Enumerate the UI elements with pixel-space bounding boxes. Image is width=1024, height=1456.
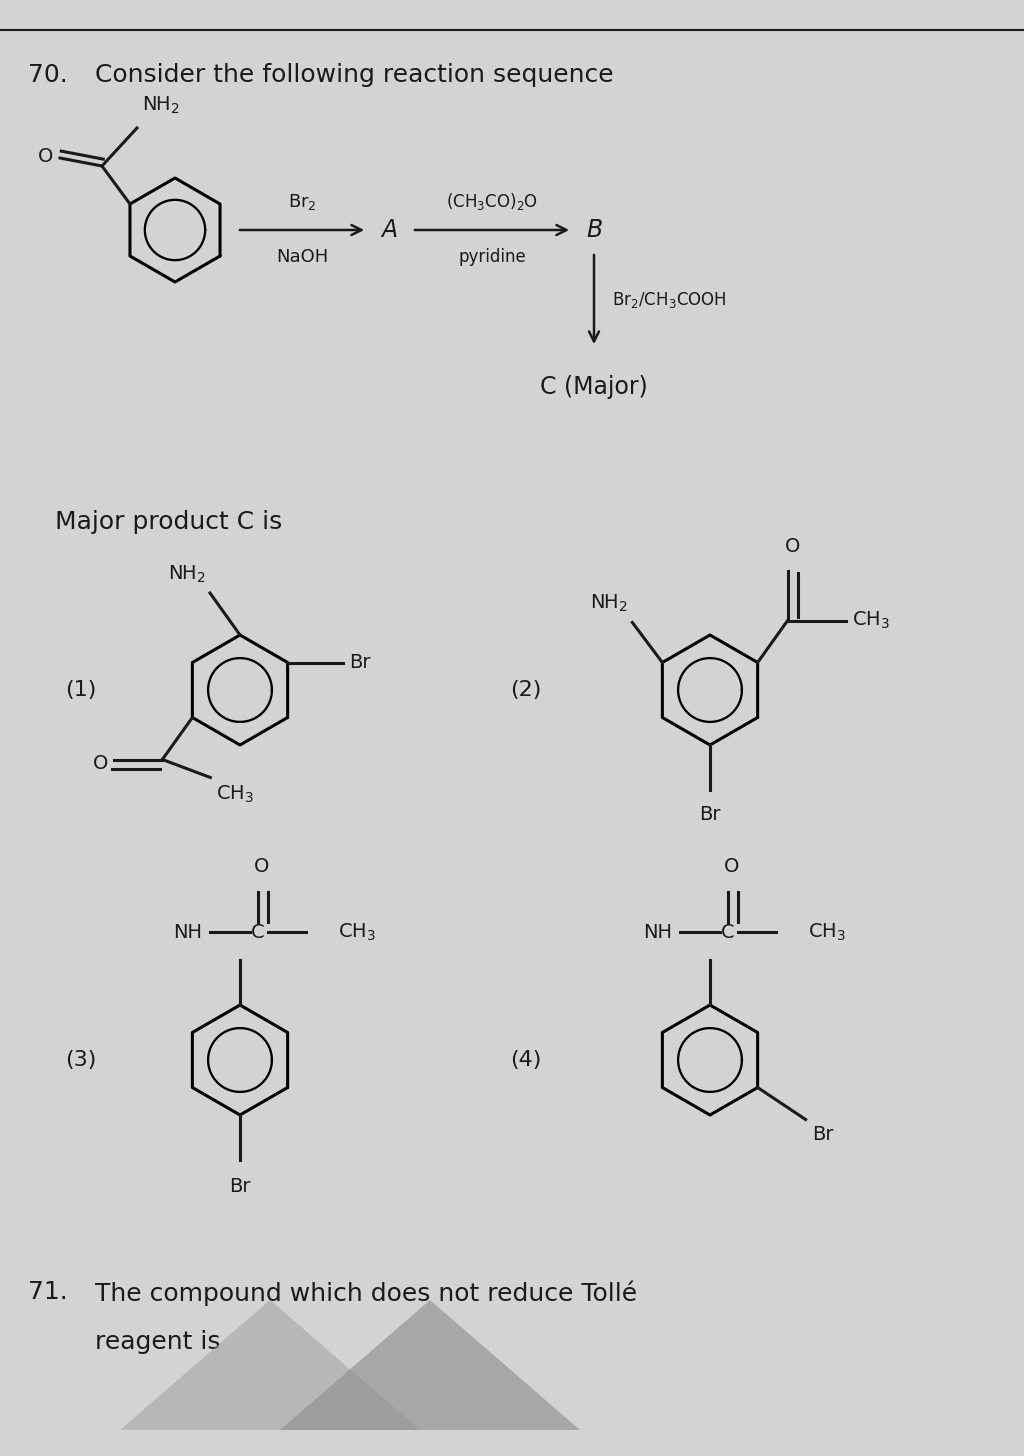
Text: Br: Br (229, 1176, 251, 1195)
Text: (CH$_3$CO)$_2$O: (CH$_3$CO)$_2$O (446, 191, 538, 213)
Text: O: O (785, 537, 801, 556)
Polygon shape (120, 1300, 420, 1430)
Text: NH$_2$: NH$_2$ (142, 95, 180, 116)
Text: Br$_2$: Br$_2$ (288, 192, 316, 213)
Text: CH$_3$: CH$_3$ (216, 783, 254, 805)
Text: (2): (2) (510, 680, 542, 700)
Text: reagent is: reagent is (95, 1329, 220, 1354)
Text: NH: NH (173, 923, 203, 942)
Text: CH$_3$: CH$_3$ (852, 610, 890, 630)
Text: 71.: 71. (28, 1280, 68, 1305)
Text: O: O (724, 858, 739, 877)
Text: C (Major): C (Major) (540, 376, 648, 399)
Text: NH$_2$: NH$_2$ (168, 563, 206, 585)
Text: A: A (381, 218, 397, 242)
Text: NH$_2$: NH$_2$ (591, 593, 629, 614)
Text: B: B (586, 218, 602, 242)
Text: (3): (3) (65, 1050, 96, 1070)
Text: C: C (251, 923, 265, 942)
Text: Br: Br (699, 805, 721, 824)
Text: NH: NH (643, 923, 673, 942)
Text: O: O (93, 754, 109, 773)
Polygon shape (280, 1300, 580, 1430)
Text: Major product C is: Major product C is (55, 510, 283, 534)
Text: CH$_3$: CH$_3$ (338, 922, 376, 942)
Text: Br: Br (348, 652, 370, 673)
Text: Br$_2$/CH$_3$COOH: Br$_2$/CH$_3$COOH (612, 290, 727, 310)
Text: O: O (254, 858, 269, 877)
Text: 70.: 70. (28, 63, 68, 87)
Text: (1): (1) (65, 680, 96, 700)
Text: Br: Br (812, 1125, 834, 1144)
Text: The compound which does not reduce Tollé: The compound which does not reduce Tollé (95, 1280, 637, 1306)
Text: Consider the following reaction sequence: Consider the following reaction sequence (95, 63, 613, 87)
Text: NaOH: NaOH (275, 248, 328, 266)
Text: O: O (38, 147, 53, 166)
Text: C: C (721, 923, 735, 942)
Text: (4): (4) (510, 1050, 542, 1070)
Text: pyridine: pyridine (458, 248, 526, 266)
Text: CH$_3$: CH$_3$ (808, 922, 846, 942)
